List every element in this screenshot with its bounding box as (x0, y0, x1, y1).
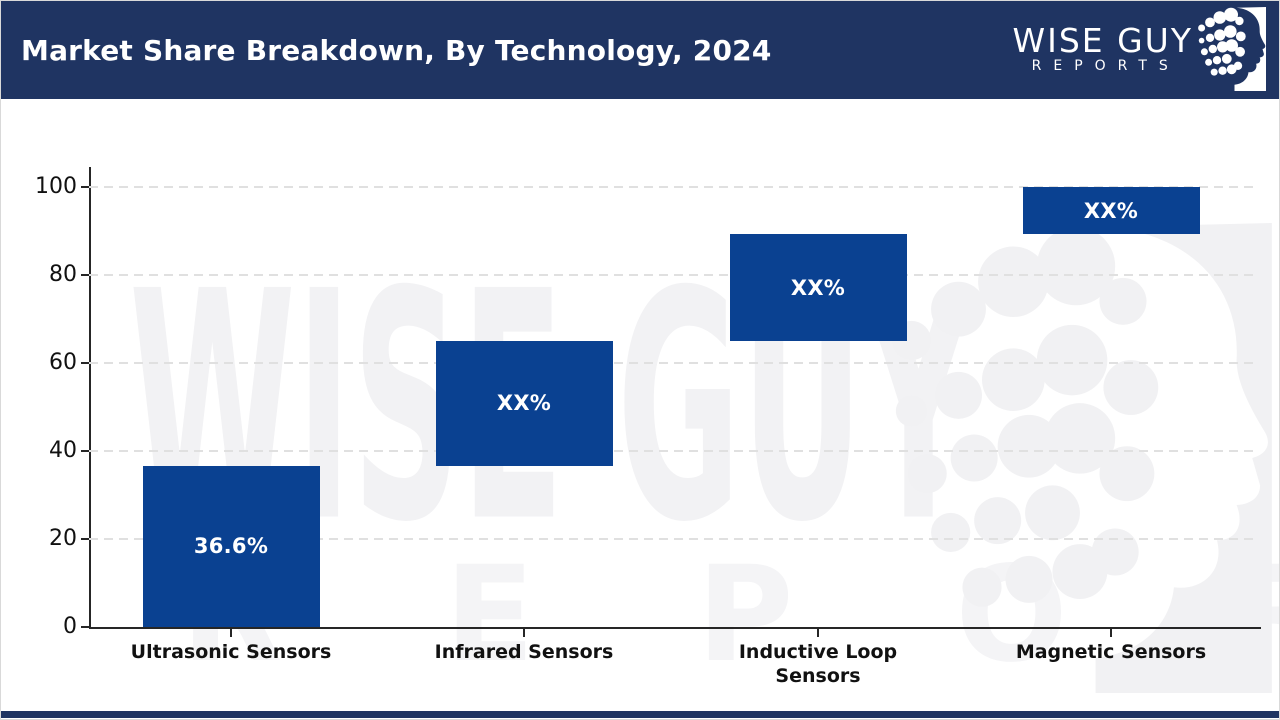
logo-wordmark: WISE GUY (1012, 20, 1193, 60)
y-tick-label-20: 20 (49, 526, 77, 551)
y-tick-80 (81, 274, 89, 276)
bar-ultrasonic-sensors: 36.6% (142, 465, 320, 627)
y-tick-label-100: 100 (35, 174, 77, 199)
footer-bar (1, 711, 1279, 718)
logo-head-icon (1198, 7, 1266, 91)
x-tick-1 (523, 629, 525, 637)
bar-value-label: XX% (1083, 198, 1139, 223)
gridline-100 (89, 186, 1259, 188)
brand-logo: WISE GUY REPORTS (1012, 7, 1267, 91)
x-tick-2 (817, 629, 819, 637)
gridline-80 (89, 274, 1259, 276)
bar-value-label: XX% (790, 275, 846, 300)
y-axis-line (89, 167, 91, 629)
bar-magnetic-sensors: XX% (1022, 187, 1200, 235)
y-tick-label-60: 60 (49, 350, 77, 375)
header: Market Share Breakdown, By Technology, 2… (1, 1, 1279, 99)
x-tick-0 (230, 629, 232, 637)
x-category-label-0: Ultrasonic Sensors (130, 641, 332, 663)
x-category-label-2: Inductive Loop Sensors (738, 641, 898, 687)
y-tick-100 (81, 186, 89, 188)
y-tick-20 (81, 538, 89, 540)
x-category-label-3: Magnetic Sensors (1015, 641, 1207, 663)
bar-infrared-sensors: XX% (435, 341, 613, 466)
gridline-60 (89, 362, 1259, 364)
logo-subtitle: REPORTS (1031, 57, 1180, 74)
x-axis-line (89, 627, 1261, 629)
y-tick-label-40: 40 (49, 438, 77, 463)
brand-logo-text: WISE GUY REPORTS (1012, 20, 1193, 74)
gridline-20 (89, 538, 1259, 540)
y-tick-label-80: 80 (49, 262, 77, 287)
y-tick-40 (81, 450, 89, 452)
gridline-40 (89, 450, 1259, 452)
y-tick-0 (81, 626, 89, 628)
bar-value-label: XX% (496, 391, 552, 416)
y-tick-60 (81, 362, 89, 364)
bar-value-label: 36.6% (193, 534, 269, 559)
bar-inductive-loop-sensors: XX% (729, 234, 907, 341)
x-tick-3 (1110, 629, 1112, 637)
x-category-label-1: Infrared Sensors (434, 641, 614, 663)
chart-title: Market Share Breakdown, By Technology, 2… (21, 33, 772, 67)
y-tick-label-0: 0 (63, 614, 77, 639)
